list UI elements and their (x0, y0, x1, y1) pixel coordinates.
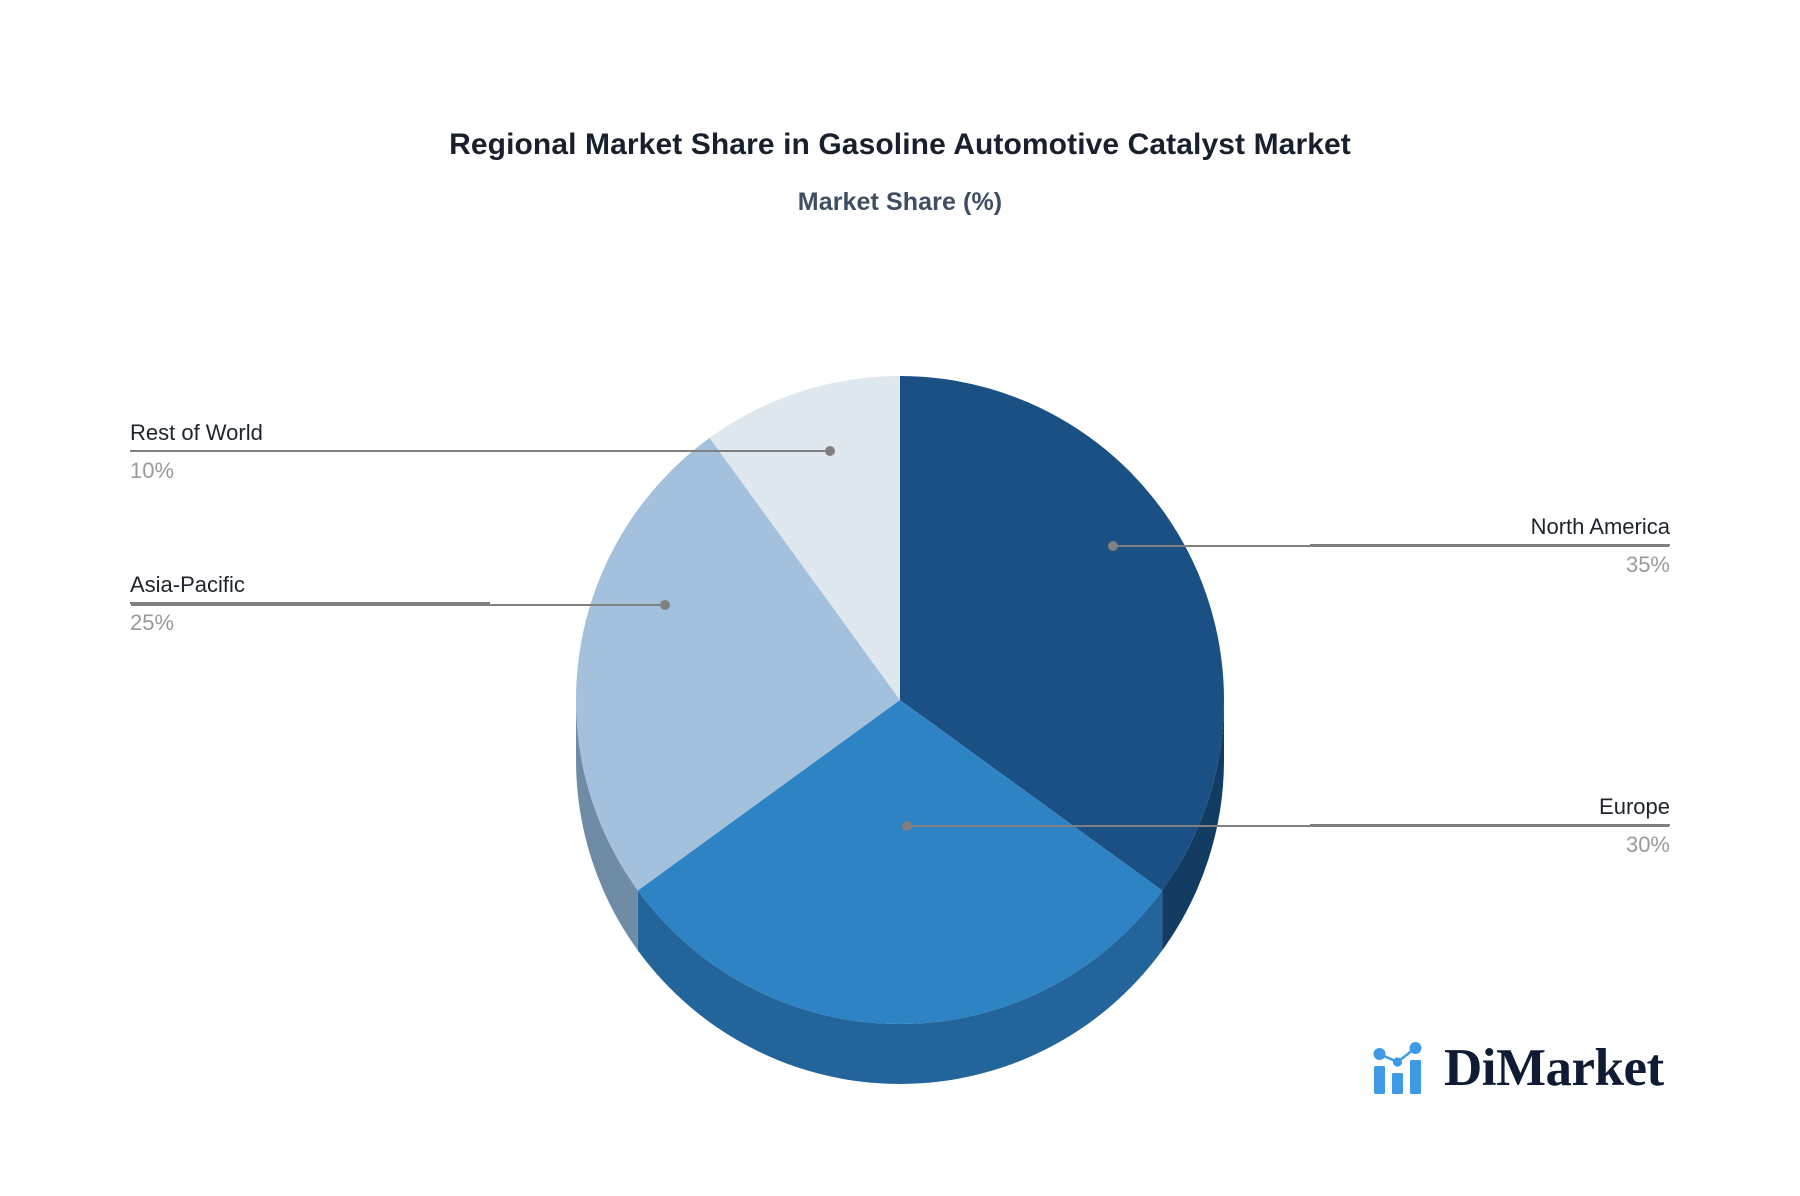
leader-dot-rest-of-world (825, 446, 835, 456)
callout-asia-pacific[interactable]: Asia-Pacific 25% (130, 570, 490, 638)
leader-dot-europe (902, 821, 912, 831)
slice-side-asia-pacific (576, 700, 638, 951)
callout-value-europe: 30% (1625, 832, 1670, 857)
pie-depth-group (576, 700, 1224, 1084)
callout-rule-asia-pacific (130, 602, 490, 604)
slice-side-north-america (1162, 700, 1224, 951)
callout-rule-north-america (1310, 544, 1670, 546)
callout-value-asia-pacific: 25% (130, 610, 175, 635)
slice-asia-pacific[interactable] (576, 437, 900, 891)
callout-label-rest-of-world: Rest of World (130, 420, 263, 445)
callout-label-north-america: North America (1530, 514, 1670, 539)
page-title: Regional Market Share in Gasoline Automo… (449, 128, 1351, 161)
slice-rest-of-world[interactable] (709, 376, 900, 700)
pie-top-face-group (576, 376, 1224, 1024)
brand-logo: DiMarket (1370, 1040, 1664, 1096)
leader-dot-asia-pacific (660, 600, 670, 610)
slice-side-europe (637, 890, 1163, 1084)
callout-rest-of-world[interactable]: Rest of World 10% (130, 418, 490, 486)
callout-north-america[interactable]: North America 35% (1310, 512, 1670, 580)
callout-rule-rest-of-world (130, 450, 490, 452)
callout-rule-europe (1310, 824, 1670, 826)
callout-value-north-america: 35% (1625, 552, 1670, 577)
slice-europe[interactable] (637, 700, 1163, 1024)
chart-subtitle: Market Share (%) (797, 188, 1003, 216)
slice-north-america[interactable] (900, 376, 1224, 891)
callout-label-europe: Europe (1599, 794, 1670, 819)
callout-value-rest-of-world: 10% (130, 458, 175, 483)
leader-dot-north-america (1108, 541, 1118, 551)
bar-chart-dots-icon (1373, 1042, 1422, 1094)
callout-label-asia-pacific: Asia-Pacific (130, 572, 245, 597)
callout-europe[interactable]: Europe 30% (1310, 792, 1670, 860)
brand-logo-text: DiMarket (1444, 1038, 1664, 1097)
